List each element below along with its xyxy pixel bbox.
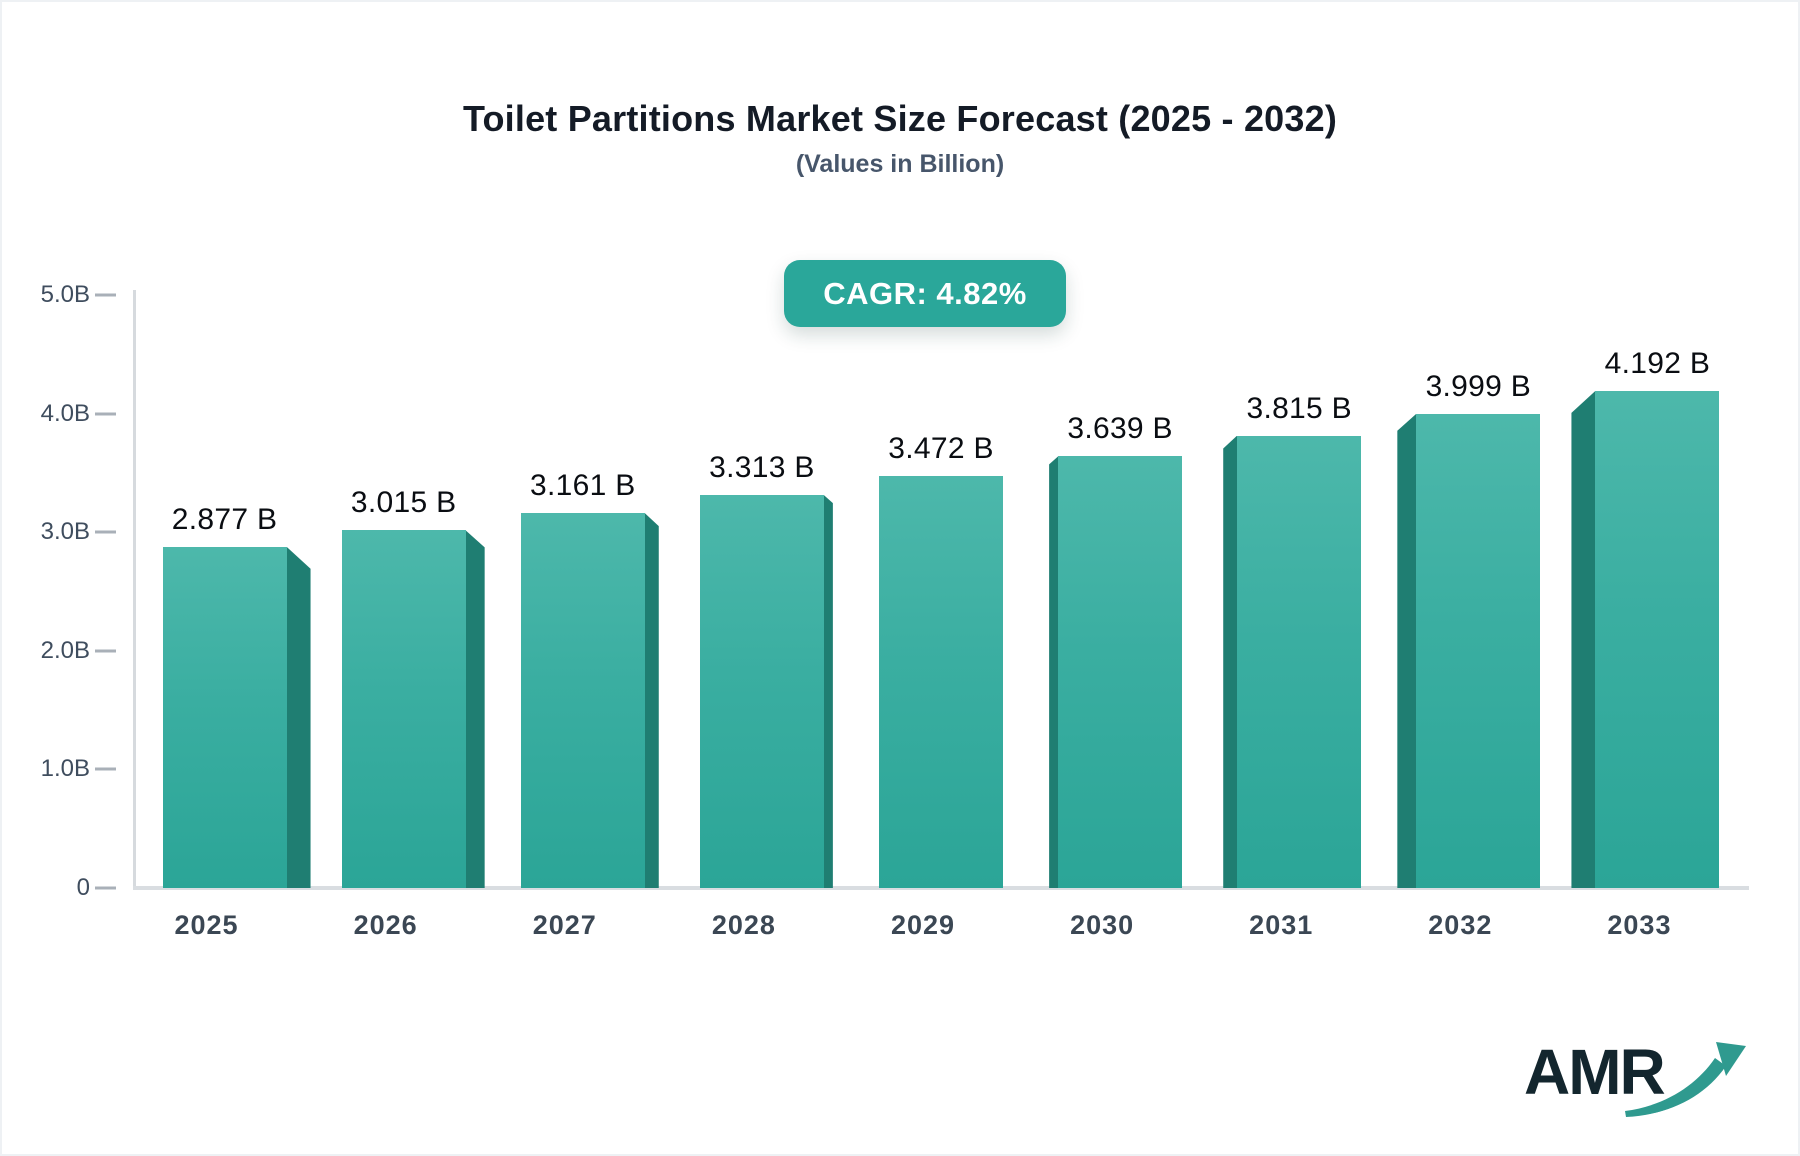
- bar-2029[interactable]: [879, 476, 1003, 888]
- bar-2030-side-face: [1049, 456, 1059, 888]
- bar-2026-side-face: [465, 530, 485, 888]
- y-tick-mark: [95, 767, 116, 771]
- cagr-badge-label: CAGR: 4.82%: [823, 275, 1027, 311]
- bar-2026[interactable]: [341, 530, 466, 888]
- bar-2028[interactable]: [699, 495, 824, 888]
- bar-value-label-2029: 3.472 B: [888, 432, 994, 466]
- bar-2025[interactable]: [162, 546, 287, 888]
- y-tick-label-4.0B: 4.0B: [40, 399, 90, 427]
- growth-arrow-icon: [1625, 1042, 1746, 1117]
- chart-subtitle: (Values in Billion): [795, 150, 1005, 178]
- bar-2031-side-face: [1223, 435, 1238, 888]
- y-tick-label-0: 0: [76, 874, 90, 901]
- y-tick-mark: [95, 293, 116, 297]
- amr-logo-text: AMR: [1524, 1036, 1666, 1108]
- x-axis-line: [133, 886, 1749, 890]
- x-tick-label-2028: 2028: [711, 910, 776, 940]
- y-tick-mark: [95, 530, 116, 534]
- chart-title: Toilet Partitions Market Size Forecast (…: [462, 98, 1338, 139]
- bar-2027-side-face: [644, 513, 659, 888]
- cagr-badge: CAGR: 4.82%: [784, 260, 1066, 327]
- y-tick-mark: [95, 412, 116, 416]
- bar-value-label-2025: 2.877 B: [171, 502, 278, 536]
- x-tick-label-2030: 2030: [1070, 910, 1135, 940]
- bar-value-label-2028: 3.313 B: [709, 451, 815, 485]
- bar-2033[interactable]: [1595, 390, 1720, 888]
- bar-2030[interactable]: [1058, 456, 1183, 888]
- bar-value-label-2027: 3.161 B: [530, 469, 636, 503]
- y-tick-label-5.0B: 5.0B: [40, 281, 90, 308]
- bar-value-label-2031: 3.815 B: [1246, 391, 1352, 425]
- bar-2032[interactable]: [1416, 413, 1541, 888]
- bar-value-label-2033: 4.192 B: [1604, 346, 1711, 380]
- y-tick-mark: [95, 649, 116, 653]
- y-tick-label-2.0B: 2.0B: [40, 636, 90, 664]
- x-tick-label-2032: 2032: [1428, 910, 1493, 940]
- bar-2027[interactable]: [520, 513, 645, 888]
- bar-value-label-2030: 3.639 B: [1067, 412, 1173, 446]
- y-axis-line: [133, 290, 136, 888]
- x-tick-label-2026: 2026: [353, 910, 418, 940]
- bar-2025-side-face: [286, 546, 311, 888]
- amr-logo[interactable]: AMR: [1524, 1032, 1764, 1132]
- x-tick-label-2031: 2031: [1249, 910, 1314, 940]
- bar-2031[interactable]: [1237, 435, 1362, 888]
- bar-value-label-2032: 3.999 B: [1425, 369, 1532, 403]
- y-tick-label-3.0B: 3.0B: [40, 518, 90, 546]
- bar-value-label-2026: 3.015 B: [350, 486, 457, 520]
- x-tick-label-2025: 2025: [174, 910, 239, 940]
- x-tick-label-2033: 2033: [1607, 910, 1672, 940]
- y-tick-mark: [95, 886, 116, 890]
- x-tick-label-2027: 2027: [532, 910, 597, 940]
- y-tick-label-1.0B: 1.0B: [40, 755, 90, 783]
- bar-2028-side-face: [823, 495, 833, 888]
- bar-2033-side-face: [1571, 390, 1596, 888]
- bar-2032-side-face: [1397, 413, 1417, 888]
- x-tick-label-2029: 2029: [890, 910, 956, 940]
